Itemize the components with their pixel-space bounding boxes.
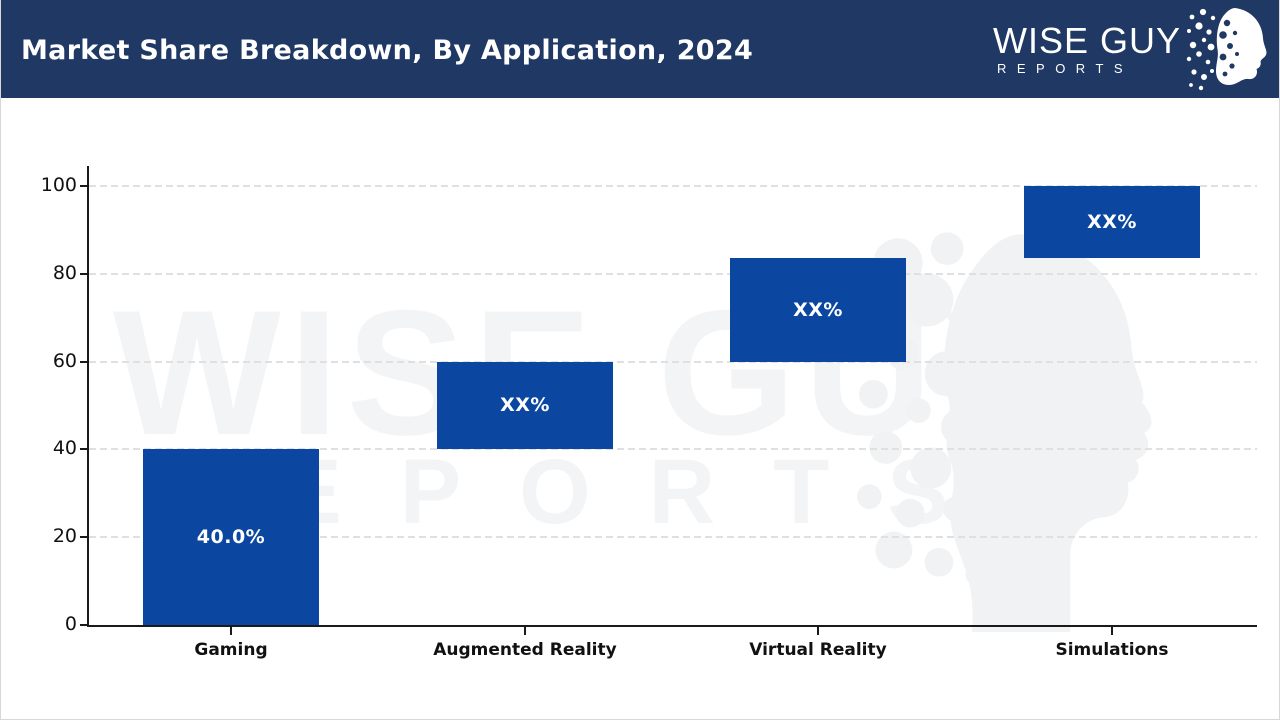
bar-value-label-0: 40.0% <box>196 526 266 549</box>
y-tick-mark-20 <box>80 536 88 539</box>
x-tick-mark-2 <box>817 627 819 635</box>
x-axis <box>87 625 1257 627</box>
bar-value-label-3: XX% <box>1087 211 1137 234</box>
bar-segment-2: XX% <box>730 258 906 362</box>
header: Market Share Breakdown, By Application, … <box>1 0 1279 98</box>
bar-segment-3: XX% <box>1024 186 1200 259</box>
y-axis <box>87 166 89 627</box>
x-tick-mark-0 <box>230 627 232 635</box>
logo-wordmark-line2: REPORTS <box>996 61 1134 77</box>
y-tick-label-100: 100 <box>40 174 77 196</box>
y-tick-label-0: 0 <box>64 613 77 635</box>
y-tick-label-60: 60 <box>52 349 77 372</box>
gridline-60 <box>89 360 1257 363</box>
x-tick-label-3: Simulations <box>1055 640 1169 660</box>
x-tick-mark-1 <box>524 627 526 635</box>
bar-segment-0: 40.0% <box>143 449 319 625</box>
x-tick-label-0: Gaming <box>194 640 268 660</box>
page-title: Market Share Breakdown, By Application, … <box>21 35 754 66</box>
bar-value-label-1: XX% <box>500 394 550 417</box>
x-tick-label-1: Augmented Reality <box>433 640 617 660</box>
logo-wordmark: WISE GUY REPORTS <box>992 19 1181 77</box>
gridline-100 <box>89 185 1257 187</box>
x-tick-label-2: Virtual Reality <box>749 640 887 660</box>
logo-wordmark-line1: WISE GUY <box>992 19 1181 61</box>
y-tick-mark-0 <box>80 624 88 626</box>
y-tick-label-20: 20 <box>52 525 77 548</box>
y-tick-mark-100 <box>80 185 88 187</box>
x-tick-mark-3 <box>1111 627 1113 635</box>
y-tick-mark-60 <box>80 360 88 363</box>
brand-logo: WISE GUY REPORTS <box>993 4 1269 94</box>
bar-value-label-2: XX% <box>793 299 843 321</box>
y-tick-mark-40 <box>80 448 88 451</box>
y-tick-mark-80 <box>80 272 88 275</box>
bar-segment-1: XX% <box>437 361 613 450</box>
gridline-20 <box>89 536 1257 539</box>
y-tick-label-40: 40 <box>52 437 77 460</box>
y-tick-label-80: 80 <box>52 261 77 284</box>
logo-face-icon <box>1186 8 1267 91</box>
gridline-80 <box>89 272 1257 275</box>
gridline-40 <box>89 448 1257 451</box>
